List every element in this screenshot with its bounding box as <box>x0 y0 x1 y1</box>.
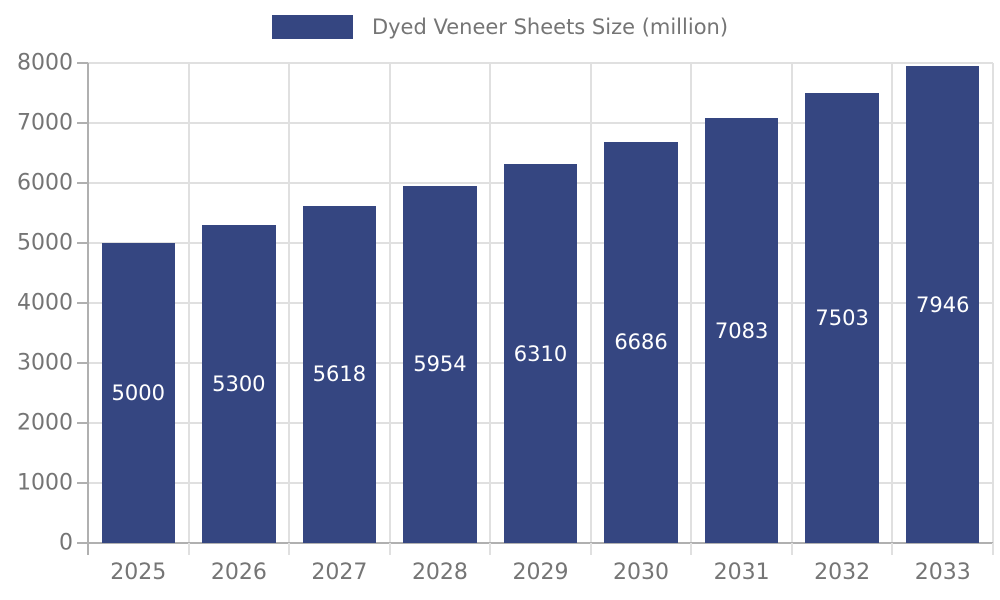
x-tick-label: 2033 <box>914 560 971 585</box>
x-tick-mark <box>87 543 89 555</box>
x-tick-label: 2026 <box>210 560 267 585</box>
x-axis-line <box>77 542 993 544</box>
y-tick-label: 7000 <box>17 110 73 136</box>
x-tick-label: 2028 <box>411 560 468 585</box>
x-tick-label: 2032 <box>814 560 871 585</box>
y-tick-mark <box>77 302 88 304</box>
x-tick-mark <box>288 543 291 555</box>
gridline-vertical <box>187 63 190 543</box>
bar <box>906 66 980 543</box>
gridline-vertical <box>589 63 592 543</box>
gridline-vertical <box>388 63 391 543</box>
y-tick-label: 6000 <box>17 170 73 196</box>
y-tick-mark <box>77 362 88 364</box>
bar-value-label: 7946 <box>915 292 970 317</box>
bar <box>403 185 477 543</box>
x-tick-mark <box>790 543 793 555</box>
y-tick-mark <box>77 542 88 544</box>
y-tick-mark <box>77 242 88 244</box>
y-tick-label: 3000 <box>17 350 73 376</box>
bar-value-label: 6686 <box>614 330 668 355</box>
gridline-vertical <box>891 63 894 543</box>
x-tick-label: 2027 <box>311 560 368 585</box>
gridline-vertical <box>288 63 291 543</box>
x-tick-mark <box>891 543 894 555</box>
bar-value-label: 5954 <box>413 352 467 377</box>
x-tick-mark <box>388 543 391 555</box>
y-tick-label: 2000 <box>17 410 73 436</box>
bar <box>503 164 578 543</box>
x-tick-label: 2025 <box>110 560 167 585</box>
y-tick-label: 0 <box>59 530 73 556</box>
bar <box>704 118 779 543</box>
gridline-horizontal <box>88 122 993 124</box>
x-tick-label: 2031 <box>713 560 770 585</box>
bar <box>101 243 175 543</box>
y-tick-label: 4000 <box>17 290 73 316</box>
bar-value-label: 5000 <box>111 381 165 405</box>
bar-value-label: 5300 <box>212 372 266 396</box>
gridline-vertical <box>690 63 693 543</box>
bar-value-label: 5618 <box>312 362 367 387</box>
gridline-horizontal <box>88 62 993 64</box>
gridline-vertical <box>992 63 994 543</box>
x-tick-label: 2030 <box>613 560 670 585</box>
legend-label: Dyed Veneer Sheets Size (million) <box>371 15 729 39</box>
bar-value-label: 7503 <box>815 305 869 330</box>
bar-value-label: 6310 <box>513 341 568 366</box>
x-tick-label: 2029 <box>512 560 569 585</box>
bar <box>202 225 276 543</box>
bar-value-label: 7083 <box>714 318 769 343</box>
y-tick-label: 5000 <box>17 230 73 256</box>
plot-area: 0 1000 2000 3000 4000 5000 6000 7000 8000 5000 202… <box>17 51 994 585</box>
y-tick-mark <box>77 122 88 124</box>
x-tick-mark <box>992 543 994 555</box>
y-tick-mark <box>77 62 88 64</box>
x-tick-mark <box>690 543 693 555</box>
bar <box>302 205 377 543</box>
gridline-vertical <box>790 63 793 543</box>
y-axis-line <box>87 63 89 555</box>
y-tick-mark <box>77 182 88 184</box>
x-tick-mark <box>187 543 190 555</box>
y-tick-label: 1000 <box>17 470 73 496</box>
x-tick-mark <box>489 543 492 555</box>
y-tick-label: 8000 <box>17 50 73 76</box>
x-tick-mark <box>589 543 592 555</box>
legend: Dyed Veneer Sheets Size (million) <box>0 15 1000 39</box>
legend-swatch <box>271 15 353 39</box>
y-tick-mark <box>77 422 88 424</box>
bar <box>805 92 879 543</box>
gridline-vertical <box>489 63 492 543</box>
y-tick-mark <box>77 482 88 484</box>
bar <box>604 141 678 543</box>
